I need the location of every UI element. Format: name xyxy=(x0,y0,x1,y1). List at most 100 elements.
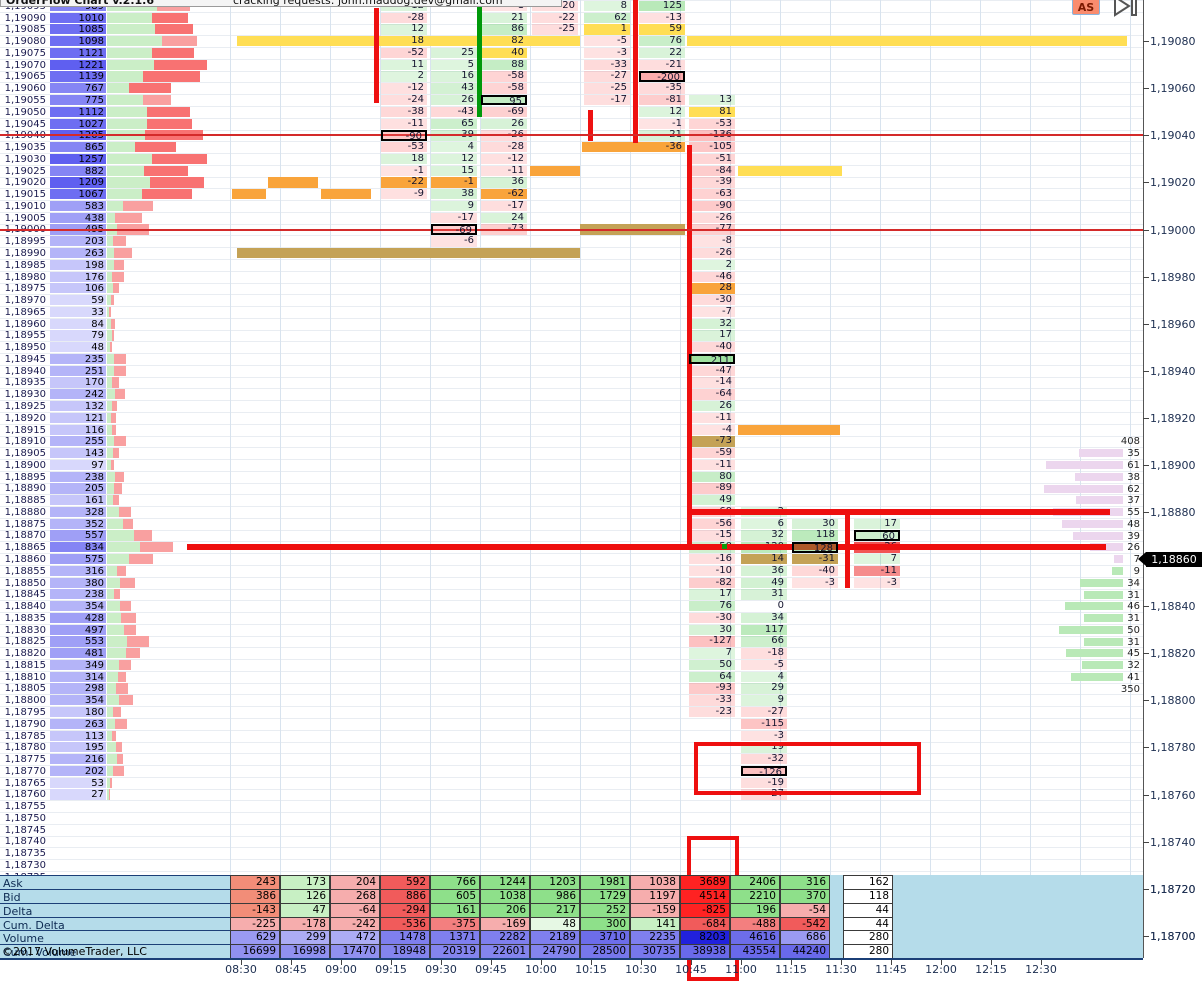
footprint-cell: 1 xyxy=(584,24,630,35)
highlight-band xyxy=(268,177,318,188)
time-tick xyxy=(391,959,392,965)
price-label: 1,18955 xyxy=(4,330,46,342)
buy-volume-bar xyxy=(107,24,155,35)
footprint-cell: 36 xyxy=(741,565,787,577)
price-label: 1,18855 xyxy=(4,565,46,577)
volume-value: 195 xyxy=(84,742,104,754)
price-axis-label: 1,18760 xyxy=(1150,788,1196,802)
footprint-cell: -58 xyxy=(481,83,527,94)
h-gridline xyxy=(0,353,1143,355)
price-label: 1,19085 xyxy=(4,24,46,36)
footprint-cell: -63 xyxy=(689,188,735,200)
footprint-cell: -10 xyxy=(689,565,735,577)
footprint-cell: -30 xyxy=(689,294,735,306)
sell-volume-bar xyxy=(121,612,136,623)
price-axis-label: 1,18740 xyxy=(1150,835,1196,849)
volume-bar xyxy=(50,754,106,765)
buy-volume-bar xyxy=(107,553,129,565)
volume-bar xyxy=(50,589,106,600)
mini-profile-value: 45 xyxy=(1127,648,1140,660)
summary-cell: 1203 xyxy=(530,875,580,890)
as-button[interactable]: AS xyxy=(1072,0,1100,15)
h-gridline xyxy=(0,694,1143,696)
volume-bar xyxy=(50,624,106,635)
volume-bar xyxy=(50,577,106,588)
footprint-cell: -28 xyxy=(381,12,427,23)
volume-value: 380 xyxy=(84,577,104,589)
volume-value: 48 xyxy=(91,342,104,354)
sell-volume-bar xyxy=(112,377,119,388)
time-tick xyxy=(841,959,842,965)
buy-volume-bar xyxy=(107,165,144,176)
footprint-cell: -47 xyxy=(689,365,735,377)
mini-profile-value: 48 xyxy=(1127,518,1140,530)
h-gridline xyxy=(0,153,1143,154)
buy-volume-bar xyxy=(107,353,114,365)
h-gridline xyxy=(0,435,1143,437)
sell-volume-bar xyxy=(113,236,126,247)
buy-volume-bar xyxy=(107,695,119,706)
summary-cell: 2210 xyxy=(730,888,780,904)
time-tick xyxy=(241,959,242,965)
volume-bar xyxy=(50,94,106,106)
mini-profile-value: 9 xyxy=(1133,565,1140,577)
summary-row-label: Ask xyxy=(0,875,230,890)
sell-volume-bar xyxy=(147,118,192,129)
sell-volume-bar xyxy=(112,330,114,341)
buy-volume-bar xyxy=(107,306,109,317)
axis-tick xyxy=(1143,417,1149,419)
volume-value: 263 xyxy=(84,718,104,730)
copyright: ©2017 VolumeTrader, LLC xyxy=(2,945,147,959)
footprint-cell: 9 xyxy=(741,695,787,706)
footprint-cell: 26 xyxy=(481,118,527,129)
step-forward-icon[interactable] xyxy=(1112,0,1140,18)
mini-profile-value: 46 xyxy=(1127,601,1140,613)
h-gridline xyxy=(0,612,1143,613)
volume-value: 775 xyxy=(84,94,104,106)
summary-cell: 300 xyxy=(580,916,630,932)
mini-sell-bar xyxy=(1076,496,1123,505)
price-axis-label: 1,19000 xyxy=(1150,223,1196,237)
h-gridline xyxy=(0,0,1143,1)
sell-volume-bar xyxy=(111,412,116,423)
footprint-cell: 80 xyxy=(689,471,735,482)
buy-volume-bar xyxy=(107,247,114,259)
v-gridline xyxy=(480,0,481,958)
volume-value: 238 xyxy=(84,471,104,483)
footprint-cell: -40 xyxy=(689,341,735,353)
buy-volume-bar xyxy=(107,295,111,306)
footprint-cell: -56 xyxy=(689,518,735,530)
volume-bar xyxy=(50,306,106,317)
volume-bar xyxy=(50,542,106,553)
v-gridline xyxy=(730,0,731,958)
volume-value: 198 xyxy=(84,259,104,271)
footprint-cell: -11 xyxy=(854,565,900,577)
sell-volume-bar xyxy=(134,530,152,541)
volume-bar xyxy=(50,495,106,506)
price-label: 1,18840 xyxy=(4,601,46,613)
buy-volume-bar xyxy=(107,624,124,635)
footprint-cell: 30 xyxy=(689,624,735,635)
mini-buy-bar xyxy=(1082,661,1123,670)
buy-volume-bar xyxy=(107,283,113,294)
footprint-cell: 211 xyxy=(689,353,735,366)
mini-profile-value: 26 xyxy=(1127,542,1140,554)
support-email: cracking requests: john.maddog.dev@gmail… xyxy=(233,0,503,7)
summary-cell: 268 xyxy=(330,888,380,904)
mini-profile-value: 39 xyxy=(1127,530,1140,542)
h-gridline xyxy=(0,600,1143,602)
price-label: 1,18875 xyxy=(4,518,46,530)
sell-volume-bar xyxy=(123,200,153,212)
footprint-cell: -73 xyxy=(689,436,735,447)
price-axis-label: 1,19020 xyxy=(1150,176,1196,190)
footprint-cell: -33 xyxy=(584,59,630,70)
sell-volume-bar xyxy=(114,353,126,365)
buy-volume-bar xyxy=(107,659,119,671)
v-gridline xyxy=(980,0,981,958)
price-axis-label: 1,18700 xyxy=(1150,929,1196,943)
time-tick xyxy=(691,959,692,965)
footprint-cell: 59 xyxy=(639,24,685,35)
sell-volume-bar xyxy=(119,506,131,518)
highlight-band xyxy=(687,36,1127,47)
volume-value: 53 xyxy=(91,777,104,789)
